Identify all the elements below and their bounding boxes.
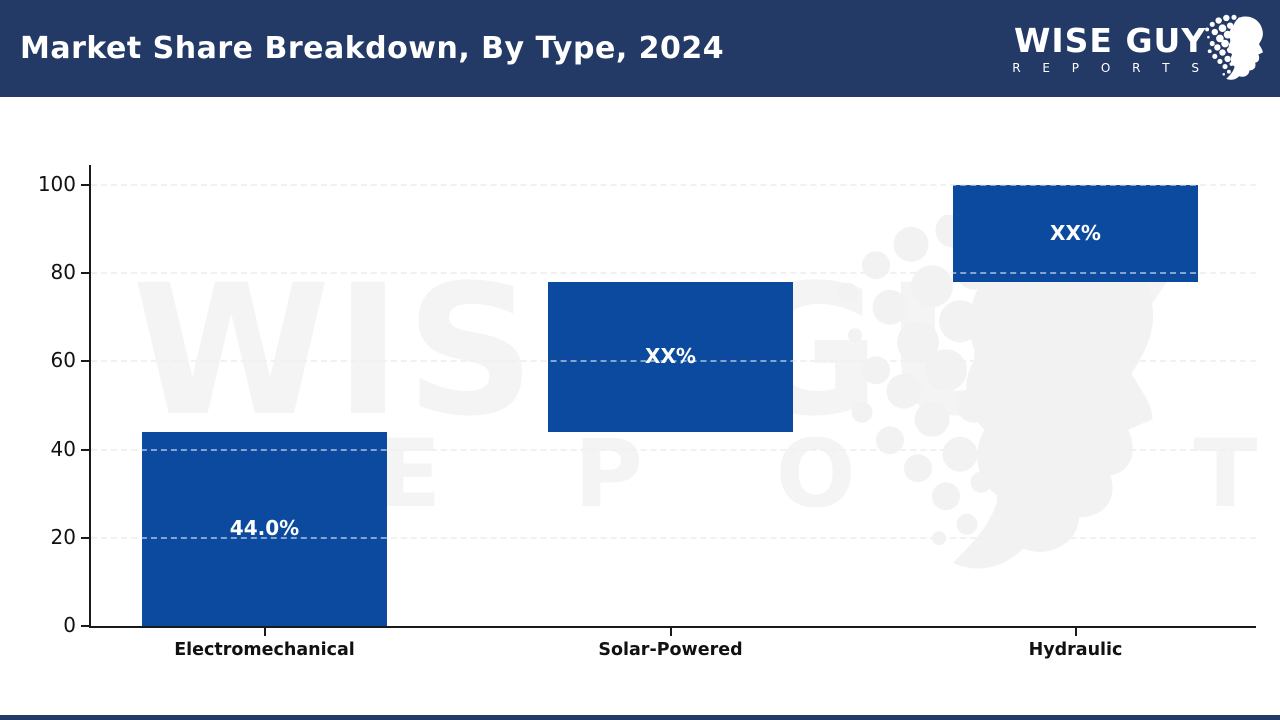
y-tick-label: 0 [63, 613, 76, 637]
x-category-label: Solar-Powered [598, 640, 743, 660]
y-gridline-overlay [91, 272, 1256, 275]
bar [548, 282, 793, 432]
y-tick-label: 100 [37, 172, 76, 196]
y-gridline-overlay [91, 536, 1256, 539]
bar-value-label: 44.0% [229, 515, 300, 540]
page-title: Market Share Breakdown, By Type, 2024 [20, 31, 725, 66]
x-tick-mark [263, 628, 266, 636]
y-tick-mark [81, 184, 89, 186]
plot-area: 0 20 40 60 80 100 44.0% Electromechanical XX% Sol… [0, 97, 1280, 720]
y-tick-mark [81, 625, 89, 627]
x-category-label: Hydraulic [1028, 640, 1123, 660]
brand-logo-text: WISE GUY R E P O R T S [1012, 20, 1208, 76]
x-tick-mark [669, 628, 672, 636]
header-bar: Market Share Breakdown, By Type, 2024 WI… [0, 0, 1280, 97]
y-gridline-overlay [91, 360, 1256, 363]
brand-subtitle: R E P O R T S [1012, 61, 1208, 76]
brand-name: WISE GUY [1013, 20, 1207, 60]
bar [142, 431, 387, 626]
y-tick-mark [81, 272, 89, 275]
x-tick-mark [1074, 628, 1077, 636]
y-tick-label: 40 [50, 436, 76, 461]
brand-head-icon [1205, 14, 1263, 80]
y-tick-mark [81, 536, 89, 539]
x-category-label: Electromechanical [174, 640, 355, 660]
y-gridline-overlay [91, 184, 1256, 186]
y-tick-label: 60 [50, 348, 76, 373]
y-tick-mark [81, 448, 89, 451]
y-tick-mark [81, 360, 89, 363]
y-gridline-overlay [91, 448, 1256, 451]
bar-value-label: XX% [645, 343, 696, 368]
x-axis-line [89, 626, 1256, 628]
bar-value-label: XX% [1050, 220, 1101, 245]
footer-bar [0, 715, 1280, 720]
brand-logo: WISE GUY R E P O R T S [1012, 6, 1266, 92]
y-tick-label: 80 [50, 260, 76, 285]
y-tick-label: 20 [50, 524, 76, 549]
y-axis-line [89, 165, 91, 626]
bar [953, 185, 1198, 283]
